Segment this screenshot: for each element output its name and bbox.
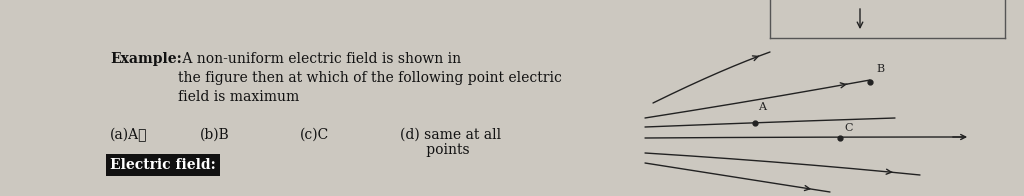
Text: A: A: [758, 102, 766, 112]
Text: B: B: [876, 64, 884, 74]
Text: Electric field:: Electric field:: [110, 158, 216, 172]
Text: (b)B: (b)B: [200, 128, 229, 142]
Text: Example:: Example:: [110, 52, 181, 66]
Text: (a)A✓: (a)A✓: [110, 128, 147, 142]
Text: points: points: [400, 143, 470, 157]
Text: (d) same at all: (d) same at all: [400, 128, 501, 142]
Text: (c)C: (c)C: [300, 128, 330, 142]
Text: C: C: [844, 123, 853, 133]
Text: A non-uniform electric field is shown in
the figure then at which of the followi: A non-uniform electric field is shown in…: [178, 52, 562, 104]
